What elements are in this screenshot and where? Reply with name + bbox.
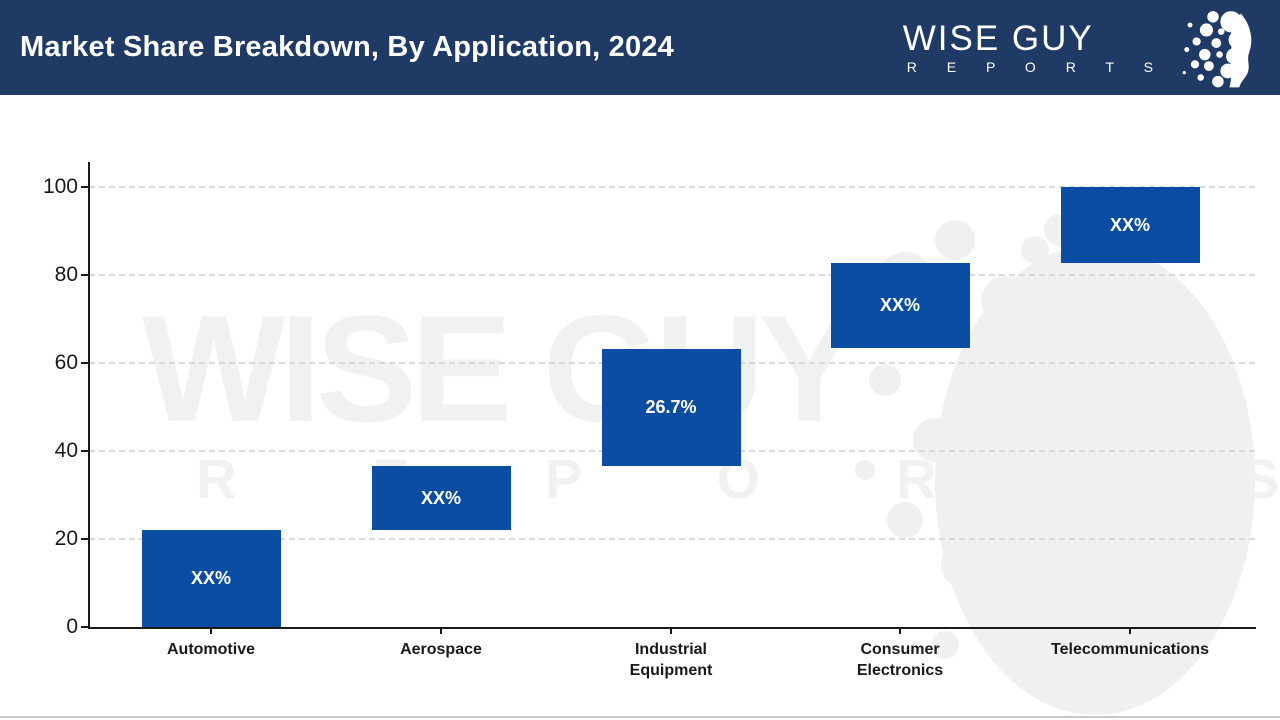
x-category-label-line: Aerospace (400, 641, 482, 658)
gridline-80 (89, 274, 1255, 276)
gridline-20 (89, 538, 1255, 540)
y-tick-label-60: 60 (54, 351, 78, 374)
logo-subtitle: R E P O R T S (906, 58, 1166, 75)
bottom-border-line (0, 716, 1280, 718)
x-category-label-4: Telecommunications (1010, 639, 1250, 660)
header-bar: Market Share Breakdown, By Application, … (0, 0, 1280, 95)
bar-automotive: XX% (141, 530, 281, 627)
gridline-100 (89, 186, 1255, 188)
x-tick-mark-3 (899, 627, 901, 634)
wiseguy-logo-text: WISE GUY R E P O R T S (902, 18, 1166, 76)
x-tick-mark-2 (670, 627, 672, 634)
bar-value-label: XX% (1109, 214, 1151, 235)
y-tick-label-20: 20 (54, 527, 78, 550)
x-category-label-line: Telecommunications (1051, 641, 1209, 658)
x-tick-mark-0 (210, 627, 212, 634)
y-tick-mark-40 (81, 450, 88, 452)
x-category-label-line: Industrial (634, 641, 707, 658)
y-tick-label-40: 40 (54, 439, 78, 462)
y-tick-mark-100 (81, 186, 88, 188)
y-axis-line (88, 162, 90, 629)
bar-telecommunications: XX% (1060, 187, 1200, 264)
x-category-label-1: Aerospace (321, 639, 561, 660)
x-tick-mark-4 (1129, 627, 1131, 634)
y-tick-label-0: 0 (66, 615, 78, 638)
bar-industrial-equipment: 26.7% (601, 348, 741, 467)
y-tick-mark-20 (81, 538, 88, 540)
x-category-label-0: Automotive (91, 639, 331, 660)
x-category-label-line: Electronics (856, 662, 944, 679)
chart-title: Market Share Breakdown, By Application, … (20, 31, 674, 63)
bar-value-label: XX% (190, 568, 232, 589)
y-tick-mark-0 (81, 626, 88, 628)
bar-value-label: XX% (420, 487, 462, 508)
bar-value-label: 26.7% (645, 397, 697, 418)
x-category-label-line: Equipment (629, 662, 713, 679)
y-tick-mark-80 (81, 274, 88, 276)
wiseguy-head-icon (1182, 10, 1252, 87)
y-tick-mark-60 (81, 362, 88, 364)
wiseguy-logo: WISE GUY R E P O R T S (903, 5, 1254, 91)
x-category-label-line: Automotive (167, 641, 255, 658)
x-category-label-line: Consumer (860, 641, 940, 658)
bar-value-label: XX% (879, 295, 921, 316)
x-category-label-3: Consumer Electronics (780, 639, 1020, 681)
bar-aerospace: XX% (371, 466, 511, 531)
y-tick-label-80: 80 (54, 263, 78, 286)
x-tick-mark-1 (440, 627, 442, 634)
x-category-label-2: Industrial Equipment (551, 639, 791, 681)
y-tick-label-100: 100 (42, 175, 78, 198)
bar-consumer-electronics: XX% (830, 263, 970, 349)
logo-wordmark: WISE GUY (902, 18, 1094, 58)
x-axis-line (88, 627, 1256, 629)
